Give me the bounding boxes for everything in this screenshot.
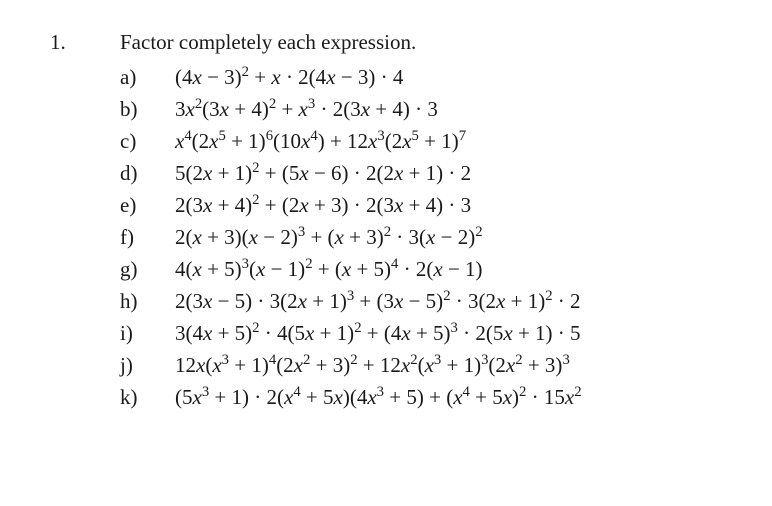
item-expr: 12x(x3 + 1)4(2x2 + 3)2 + 12x2(x3 + 1)3(2… <box>175 353 570 378</box>
item-k: k) (5x3 + 1) · 2(x4 + 5x)(4x3 + 5) + (x4… <box>120 385 722 410</box>
item-j: j) 12x(x3 + 1)4(2x2 + 3)2 + 12x2(x3 + 1)… <box>120 353 722 378</box>
item-label: f) <box>120 225 145 250</box>
item-label: c) <box>120 129 145 154</box>
item-expr: 5(2x + 1)2 + (5x − 6) · 2(2x + 1) · 2 <box>175 161 471 186</box>
item-expr: 3(4x + 5)2 · 4(5x + 1)2 + (4x + 5)3 · 2(… <box>175 321 581 346</box>
item-g: g) 4(x + 5)3(x − 1)2 + (x + 5)4 · 2(x − … <box>120 257 722 282</box>
items-list: a) (4x − 3)2 + x · 2(4x − 3) · 4 b) 3x2(… <box>120 65 722 410</box>
item-expr: 2(3x + 4)2 + (2x + 3) · 2(3x + 4) · 3 <box>175 193 471 218</box>
item-c: c) x4(2x5 + 1)6(10x4) + 12x3(2x5 + 1)7 <box>120 129 722 154</box>
item-label: k) <box>120 385 145 410</box>
prompt: Factor completely each expression. <box>120 30 722 55</box>
item-label: i) <box>120 321 145 346</box>
item-expr: 2(3x − 5) · 3(2x + 1)3 + (3x − 5)2 · 3(2… <box>175 289 581 314</box>
item-i: i) 3(4x + 5)2 · 4(5x + 1)2 + (4x + 5)3 ·… <box>120 321 722 346</box>
item-f: f) 2(x + 3)(x − 2)3 + (x + 3)2 · 3(x − 2… <box>120 225 722 250</box>
item-e: e) 2(3x + 4)2 + (2x + 3) · 2(3x + 4) · 3 <box>120 193 722 218</box>
item-h: h) 2(3x − 5) · 3(2x + 1)3 + (3x − 5)2 · … <box>120 289 722 314</box>
item-label: j) <box>120 353 145 378</box>
item-a: a) (4x − 3)2 + x · 2(4x − 3) · 4 <box>120 65 722 90</box>
problem-container: 1. Factor completely each expression. a)… <box>50 30 722 410</box>
item-expr: (4x − 3)2 + x · 2(4x − 3) · 4 <box>175 65 403 90</box>
item-label: e) <box>120 193 145 218</box>
item-label: b) <box>120 97 145 122</box>
item-label: g) <box>120 257 145 282</box>
item-expr: 3x2(3x + 4)2 + x3 · 2(3x + 4) · 3 <box>175 97 438 122</box>
item-expr: x4(2x5 + 1)6(10x4) + 12x3(2x5 + 1)7 <box>175 129 466 154</box>
item-label: a) <box>120 65 145 90</box>
content: Factor completely each expression. a) (4… <box>120 30 722 410</box>
item-label: d) <box>120 161 145 186</box>
item-expr: (5x3 + 1) · 2(x4 + 5x)(4x3 + 5) + (x4 + … <box>175 385 582 410</box>
item-b: b) 3x2(3x + 4)2 + x3 · 2(3x + 4) · 3 <box>120 97 722 122</box>
problem-number: 1. <box>50 30 80 410</box>
item-expr: 2(x + 3)(x − 2)3 + (x + 3)2 · 3(x − 2)2 <box>175 225 483 250</box>
item-expr: 4(x + 5)3(x − 1)2 + (x + 5)4 · 2(x − 1) <box>175 257 483 282</box>
item-label: h) <box>120 289 145 314</box>
item-d: d) 5(2x + 1)2 + (5x − 6) · 2(2x + 1) · 2 <box>120 161 722 186</box>
